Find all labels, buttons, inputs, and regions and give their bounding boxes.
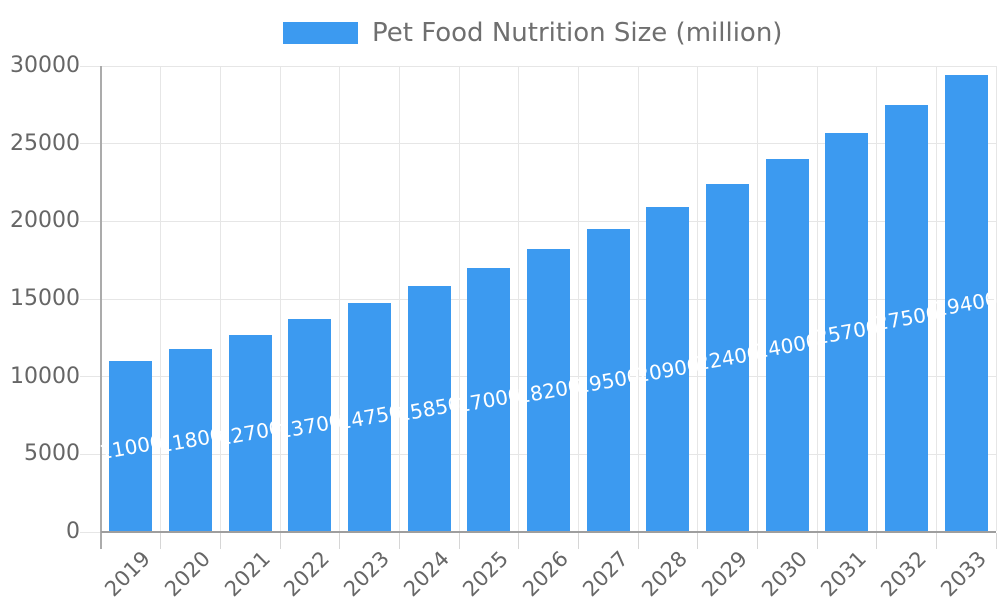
bar[interactable] [765, 159, 809, 531]
x-tick-mark [398, 533, 400, 549]
bar[interactable] [527, 249, 570, 531]
v-gridline [160, 66, 162, 531]
v-gridline [339, 66, 341, 531]
v-gridline [279, 66, 281, 531]
x-tick-label: 2024 [398, 546, 454, 600]
x-tick-label: 2030 [756, 546, 812, 600]
x-tick-mark [339, 533, 341, 549]
x-tick-mark [935, 533, 937, 549]
bar[interactable] [228, 334, 272, 531]
v-gridline [398, 66, 400, 531]
y-tick-label: 0 [66, 519, 80, 544]
x-tick-label: 2028 [637, 546, 693, 600]
v-gridline [756, 66, 758, 531]
y-tick-label: 25000 [10, 130, 80, 156]
v-gridline [816, 66, 818, 531]
x-tick-mark [756, 533, 758, 549]
bar[interactable] [109, 361, 153, 531]
x-tick-label: 2023 [339, 546, 394, 600]
x-tick-mark [518, 533, 520, 549]
bar[interactable] [825, 132, 869, 531]
bar[interactable] [944, 75, 988, 531]
h-gridline [80, 65, 996, 67]
h-gridline [80, 143, 996, 145]
bar[interactable] [169, 348, 212, 531]
x-tick-mark [995, 533, 997, 549]
bar[interactable] [706, 184, 749, 531]
h-gridline [80, 220, 996, 222]
bar[interactable] [407, 285, 451, 531]
x-tick-mark [637, 533, 639, 549]
legend-label: Pet Food Nutrition Size (million) [372, 18, 783, 48]
x-tick-mark [816, 533, 818, 549]
v-gridline [518, 66, 520, 531]
x-tick-label: 2022 [279, 546, 335, 600]
x-tick-mark [279, 533, 281, 549]
x-tick-mark [458, 533, 460, 549]
y-tick-label: 30000 [10, 53, 80, 78]
y-tick-label: 15000 [10, 286, 80, 311]
x-tick-mark [876, 533, 878, 549]
bar[interactable] [885, 104, 928, 531]
legend-swatch [283, 22, 358, 44]
x-tick-label: 2027 [577, 546, 633, 600]
x-tick-mark [219, 533, 221, 549]
x-tick-mark [577, 533, 579, 549]
x-tick-label: 2029 [697, 546, 752, 600]
legend-item[interactable]: Pet Food Nutrition Size (million) [283, 18, 782, 48]
v-gridline [219, 66, 221, 531]
x-tick-label: 2020 [160, 546, 215, 600]
bar[interactable] [586, 229, 630, 531]
x-tick-label: 2019 [100, 546, 156, 600]
bar[interactable] [646, 207, 690, 531]
y-tick-label: 5000 [24, 441, 80, 467]
x-tick-label: 2025 [458, 546, 514, 600]
x-tick-mark [697, 533, 699, 549]
y-axis-line [100, 66, 102, 549]
v-gridline [637, 66, 639, 531]
x-axis-line [101, 531, 996, 533]
y-tick-label: 10000 [10, 363, 80, 389]
v-gridline [697, 66, 699, 531]
v-gridline [995, 66, 997, 531]
y-tick-label: 20000 [10, 208, 80, 234]
v-gridline [876, 66, 878, 531]
v-gridline [935, 66, 937, 531]
bar[interactable] [288, 319, 332, 531]
x-tick-label: 2032 [876, 546, 931, 600]
x-tick-label: 2033 [935, 546, 991, 600]
bar[interactable] [348, 302, 391, 531]
v-gridline [577, 66, 579, 531]
bar[interactable] [467, 267, 511, 531]
x-tick-label: 2031 [816, 546, 872, 600]
v-gridline [458, 66, 460, 531]
x-tick-mark [160, 533, 162, 549]
x-tick-label: 2021 [219, 546, 275, 600]
x-tick-label: 2026 [518, 546, 573, 600]
